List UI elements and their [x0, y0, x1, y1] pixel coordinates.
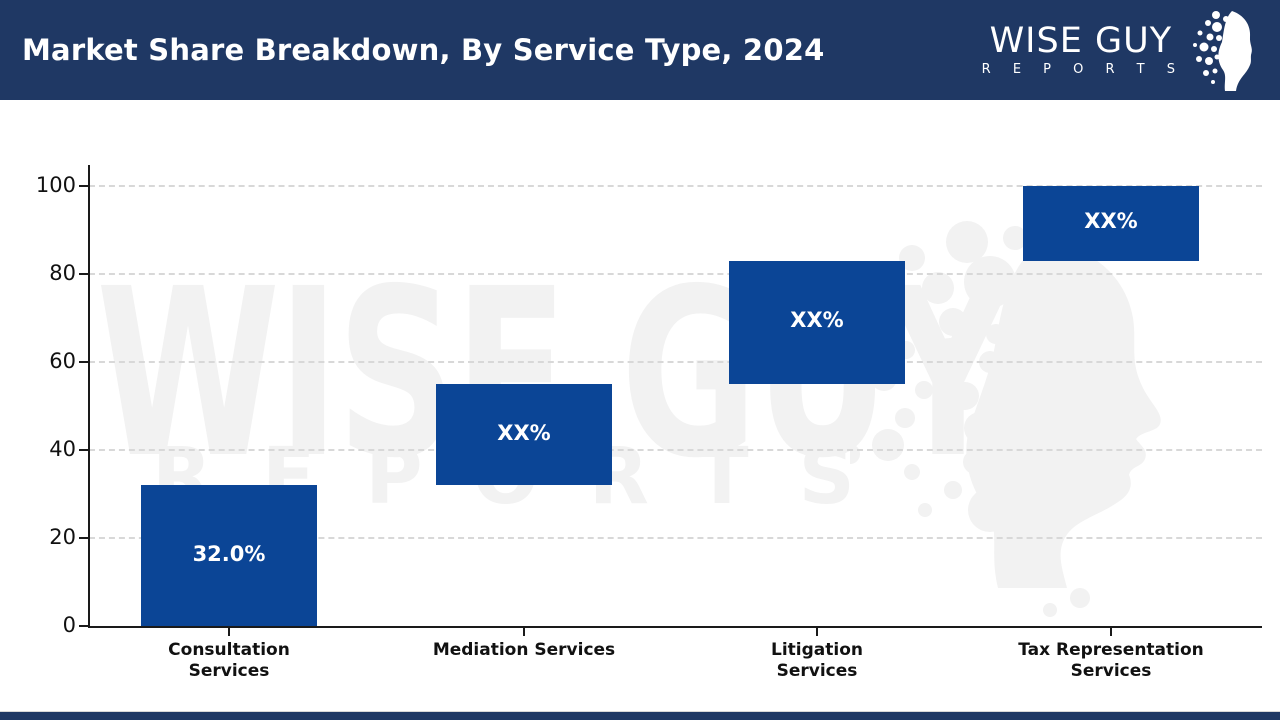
page-title: Market Share Breakdown, By Service Type,… [22, 33, 825, 67]
x-category-line: Mediation Services [432, 640, 616, 660]
x-category-line: Services [188, 661, 270, 681]
y-tick-mark [79, 537, 88, 539]
bar-value-label: XX% [790, 308, 844, 333]
bar-segment [1023, 186, 1199, 261]
x-category-line: Consultation [168, 640, 290, 660]
y-tick-mark [79, 449, 88, 451]
x-category-line: Services [1070, 661, 1152, 681]
y-tick-label: 20 [49, 525, 76, 549]
header: Market Share Breakdown, By Service Type,… [0, 0, 1280, 100]
x-category-label: Consultation Services [109, 640, 349, 682]
x-category-line: Services [776, 661, 858, 681]
x-category-label: Mediation Services [404, 640, 644, 661]
footer-bar [0, 711, 1280, 720]
y-tick-mark [79, 625, 88, 627]
y-gridline [89, 185, 1262, 187]
y-gridline [89, 449, 1262, 451]
y-gridline [89, 361, 1262, 363]
x-category-label: Litigation Services [697, 640, 937, 682]
bar-value-label: 32.0% [192, 541, 266, 566]
y-tick-label: 80 [49, 261, 76, 285]
bar-segment [141, 485, 317, 626]
bar-value-label: XX% [497, 420, 551, 445]
x-tick-mark [228, 628, 230, 636]
x-category-line: Tax Representation [1018, 640, 1204, 660]
bar-value-label: XX% [1084, 209, 1138, 234]
x-category-line: Litigation [771, 640, 863, 660]
bar-segment [729, 260, 905, 384]
y-tick-mark [79, 361, 88, 363]
x-tick-mark [1110, 628, 1112, 636]
y-axis-line [88, 165, 90, 628]
watermark-head-icon [850, 221, 1161, 617]
y-tick-mark [79, 273, 88, 275]
y-gridline [89, 273, 1262, 275]
brand-logo: WISE GUY R E P O R T S [978, 7, 1262, 93]
y-tick-label: 0 [62, 613, 76, 637]
y-tick-label: 40 [49, 437, 76, 461]
logo-name: WISE GUY [989, 20, 1173, 61]
x-axis-line [88, 626, 1262, 628]
y-tick-label: 100 [35, 173, 76, 197]
y-gridline [89, 537, 1262, 539]
logo-wordmark: WISE GUY R E P O R T S [978, 20, 1184, 77]
x-tick-mark [523, 628, 525, 636]
x-tick-mark [816, 628, 818, 636]
bar-segment [436, 384, 612, 486]
x-category-label: Tax Representation Services [991, 640, 1231, 682]
y-tick-label: 60 [49, 349, 76, 373]
logo-head-icon [1193, 11, 1252, 91]
logo-subtitle: R E P O R T S [981, 61, 1184, 77]
y-tick-mark [79, 185, 88, 187]
